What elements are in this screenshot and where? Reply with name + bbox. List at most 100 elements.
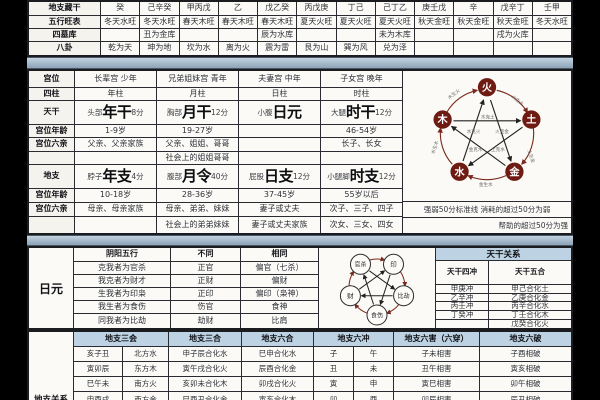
wealth-node (339, 285, 361, 307)
table-row: 社会上的姐姐哥哥 (29, 152, 402, 165)
table-cell: 寅 (313, 377, 353, 391)
table-cell: 妻子或丈夫 (238, 203, 320, 216)
table-cell: 东方木 (122, 362, 168, 376)
table-cell: 我生者为食伤 (98, 301, 146, 311)
table-cell: 春天木旺 (178, 16, 218, 28)
stem-relations-header: 天干四冲 天干五合 (436, 261, 571, 285)
officer-node (350, 253, 371, 275)
table-cell: 夏天火旺 (296, 16, 335, 28)
body-part-label: 胸部 (166, 107, 182, 117)
table-cell: 卯辰相害 (393, 392, 479, 400)
table-row: 四墓库 丑为金库 辰为水库 未为木库 戌为火库 (29, 29, 571, 42)
cycle-label: 水生木 (429, 139, 440, 155)
separator-band-top (27, 57, 573, 69)
table-row: 地支藏干癸己辛癸 甲丙戊乙戊乙癸 丙戊庚 丁己 己丁乙 庚壬戊辛戊辛丁 壬甲 (29, 2, 571, 16)
branch-relations-rows: 亥子丑 北方水 申子辰合化水 巳申合化水子午子未相害 子酉相破 寅卯辰 东方木 寅午戌合化火辰… (74, 347, 571, 400)
table-cell: 申子辰合化水 (168, 347, 241, 361)
table-cell: 甲丙戊 (178, 2, 218, 15)
table-cell (414, 29, 453, 41)
row-label: 地支藏干 (29, 2, 100, 15)
table-cell: 冬天水旺 (531, 16, 571, 28)
table-cell: 秋天金旺 (453, 16, 492, 28)
table-cell: 子 (313, 347, 353, 361)
table-cell: 丙辛合化水 (488, 302, 571, 311)
table-row: 宫位六亲 母亲、母亲家族 母亲、弟弟、妹妹 妻子或丈夫 次子、三子、四子 (29, 203, 402, 217)
table-row: 宫位年龄 10-18岁 28-36岁 37-45岁 55岁以后 (29, 189, 402, 203)
table-cell: 同我者为比劫 (98, 315, 146, 325)
table-cell: 丁癸冲 (450, 311, 474, 320)
table-cell: 己辛癸 (139, 2, 178, 15)
table-cell (100, 29, 139, 41)
table-cell: 劫财 (170, 314, 240, 328)
peer-label: 比劫 (398, 292, 410, 300)
table-cell: 坤为地 (139, 42, 178, 55)
table-cell: 寅巳相害 (393, 377, 479, 391)
table-cell: 辰为水库 (257, 29, 296, 41)
table-cell: 次女、三女、四女 (320, 217, 402, 233)
table-cell: 父亲、父亲家族 (74, 138, 156, 151)
table-row: 我克者为财才 正财 偏财 (74, 275, 318, 288)
table-cell: 比肩 (240, 314, 318, 328)
row-label: 天干 (29, 101, 74, 124)
table-cell: 巽为风 (335, 42, 375, 55)
palace-table: 宫位 长辈宫 少年 兄弟姐妹宫 青年 夫妻宫 中年 子女宫 晚年 四柱 年柱 月柱 日柱 时柱 天干… (29, 71, 403, 233)
body-part-label: 屁股 (248, 171, 264, 181)
table-cell: 28-36岁 (156, 189, 238, 202)
table-cell: 母亲、母亲家族 (74, 203, 156, 216)
table-cell (335, 29, 375, 41)
table-cell: 头部 年干 8分 (74, 101, 156, 124)
branch-relations-label-cell: 地支关系 (29, 332, 74, 400)
day-master-label: 日元 (29, 248, 74, 328)
column-header: 天干五合 (488, 261, 571, 284)
table-cell (178, 29, 218, 41)
table-cell: 父亲、姐姐、哥哥 (156, 138, 238, 151)
table-cell: 生我者为印枭 (98, 288, 146, 298)
column-header: 地支六合 (241, 332, 313, 346)
separator-band-middle (27, 235, 573, 246)
table-cell: 戊辛丁 (492, 2, 532, 15)
row-label: 宫位六亲 (29, 138, 74, 151)
table-row: 地支 脖子 年支 4分 腹部 月令 40分 屁股 日支 12分 小腿脚 时支 12分 (29, 165, 402, 189)
table-cell: 兑为泽 (374, 42, 414, 55)
table-cell: 卯午相破 (479, 377, 571, 391)
pillar-label: 月令 (181, 166, 212, 185)
table-cell: 乾为天 (100, 42, 139, 55)
table-row: 乙辛冲 乙庚合化金 (436, 293, 571, 303)
body-part-label: 小腿脚 (327, 171, 350, 181)
table-cell: 巳申合化水 (241, 347, 313, 361)
table-cell: 冬天水旺 (139, 16, 178, 28)
column-header: 天干四冲 (447, 267, 477, 277)
table-row: 宫位六亲 父亲、父亲家族 父亲、姐姐、哥哥 长子、长女 (29, 138, 402, 152)
body-part-label: 脖子 (87, 171, 103, 181)
table-cell: 寅卯辰 (86, 364, 110, 374)
table-cell: 1-9岁 (74, 125, 156, 137)
score-label: 12分 (292, 171, 311, 181)
stem-relations-table: 天干关系 天干四冲 天干五合 甲庚冲 甲己合化土 乙辛冲 乙庚合化金 丙壬冲 丙辛合化水丁… (436, 248, 571, 328)
table-cell: 子女宫 晚年 (320, 71, 402, 87)
table-cell: 乙 (217, 2, 257, 15)
table-row: 寅卯辰 东方木 寅午戌合化火 辰酉合化金丑未丑午相害 寅亥相破 (74, 362, 571, 377)
table-row: 甲庚冲 甲己合化土 (436, 284, 571, 294)
table-cell (296, 29, 335, 41)
earth-label: 土 (526, 113, 536, 126)
peer-node (393, 285, 415, 307)
row-label (29, 152, 74, 164)
table-cell: 癸 (100, 2, 139, 15)
table-cell: 西方金 (122, 392, 168, 400)
table-row: 宫位 长辈宫 少年 兄弟姐妹宫 青年 夫妻宫 中年 子女宫 晚年 (29, 71, 402, 88)
table-cell (74, 152, 156, 164)
stem-relations-title: 天干关系 (436, 248, 571, 261)
table-cell: 未为木库 (374, 29, 414, 41)
table-cell (238, 152, 320, 164)
table-cell: 夫妻宫 中年 (238, 71, 320, 87)
fire-node (477, 78, 497, 97)
water-label: 水 (455, 165, 466, 178)
table-cell: 酉 (353, 392, 393, 400)
row-label: 地支 (29, 165, 74, 188)
table-cell: 甲己合化土 (488, 284, 571, 293)
row-label: 五行旺表 (29, 16, 100, 28)
table-cell: 寅午戌合化火 (168, 362, 241, 376)
cycle-label: 金生水 (479, 181, 493, 188)
table-cell: 子未相害 (393, 347, 479, 361)
pillar-label: 日元 (272, 102, 302, 121)
